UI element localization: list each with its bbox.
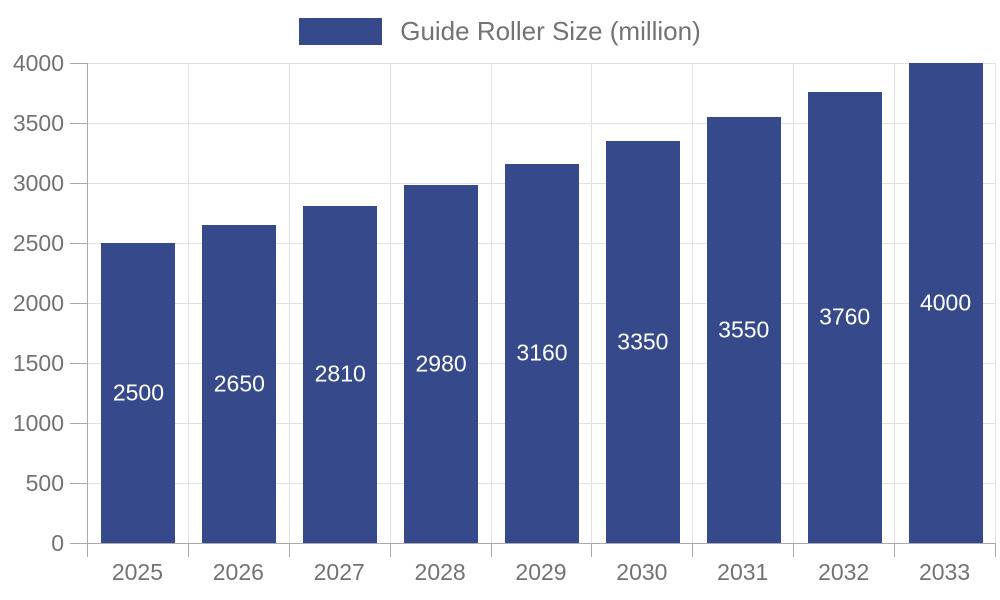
x-gridline	[894, 63, 896, 543]
x-axis-labels: 2025 2026 2027 2028 2029 2030 2031 2032 2033	[87, 559, 995, 589]
x-tick-label: 2029	[515, 559, 567, 585]
y-tick	[70, 243, 88, 244]
x-tick	[490, 544, 492, 557]
bar-value-label: 4000	[919, 289, 972, 316]
y-tick	[70, 543, 88, 544]
bar-value-label: 3550	[718, 316, 770, 343]
legend-label: Guide Roller Size (million)	[400, 16, 701, 46]
bar-value-label: 2650	[213, 370, 265, 397]
y-tick-label: 3500	[12, 110, 64, 136]
y-tick	[70, 183, 88, 184]
x-gridline	[692, 63, 694, 543]
y-gridline	[88, 123, 996, 124]
x-tick-label: 2026	[212, 559, 264, 585]
y-tick	[70, 363, 88, 364]
y-tick-label: 2500	[12, 230, 64, 256]
x-tick	[995, 544, 996, 557]
bar: 3160	[505, 163, 579, 543]
x-tick	[187, 544, 189, 557]
x-gridline	[793, 63, 795, 543]
x-gridline	[591, 63, 593, 543]
x-tick	[288, 544, 290, 557]
x-gridline	[995, 63, 996, 543]
y-tick-label: 0	[51, 530, 64, 556]
x-tick	[87, 544, 88, 557]
y-tick	[70, 483, 88, 484]
y-tick	[70, 123, 88, 124]
bar-value-label: 2500	[112, 379, 165, 406]
x-tick-label: 2032	[818, 559, 870, 585]
x-tick	[591, 544, 593, 557]
y-tick-label: 1500	[12, 350, 64, 376]
bar-value-label: 3760	[819, 303, 871, 330]
bar-value-label: 2980	[415, 350, 467, 377]
bar-value-label: 2810	[314, 360, 366, 387]
x-tick-label: 2025	[111, 559, 164, 585]
y-tick-label: 500	[25, 470, 64, 496]
y-tick-label: 1000	[12, 410, 64, 436]
x-tick-label: 2027	[313, 559, 365, 585]
bar: 3550	[706, 117, 781, 543]
x-tick-label: 2028	[414, 559, 466, 585]
bar: 3350	[605, 141, 680, 543]
bar: 2500	[101, 243, 176, 543]
x-tick-label: 2030	[616, 559, 668, 585]
x-tick	[692, 544, 694, 557]
y-tick-label: 3000	[12, 170, 64, 196]
y-gridline	[88, 63, 996, 64]
x-tick	[793, 544, 795, 557]
legend-swatch-icon	[299, 17, 383, 45]
y-tick	[70, 63, 88, 64]
x-gridline	[187, 63, 189, 543]
bar: 4000	[908, 63, 983, 543]
x-gridline	[490, 63, 492, 543]
plot-area: 2500 2650 2810 2980 3160 3350 3550 3760 4000	[70, 63, 996, 557]
x-gridline	[288, 63, 290, 543]
bar: 2980	[404, 185, 479, 543]
y-tick-label: 4000	[12, 50, 64, 76]
bar-value-label: 3350	[617, 328, 669, 355]
x-tick	[894, 544, 896, 557]
x-tick-label: 2031	[717, 559, 769, 585]
y-tick	[70, 423, 88, 424]
x-tick	[389, 544, 391, 557]
x-tick-label: 2033	[918, 559, 971, 585]
legend-item[interactable]: Guide Roller Size (million)	[0, 16, 1000, 46]
y-tick-label: 2000	[12, 290, 64, 316]
y-axis-labels: 0 500 1000 1500 2000 2500 3000 3500 4000	[0, 50, 64, 556]
bar: 2650	[202, 225, 277, 543]
bar: 3760	[807, 91, 882, 543]
bar-value-label: 3160	[516, 339, 568, 366]
bar: 2810	[303, 205, 378, 543]
x-gridline	[389, 63, 391, 543]
y-tick	[70, 303, 88, 304]
